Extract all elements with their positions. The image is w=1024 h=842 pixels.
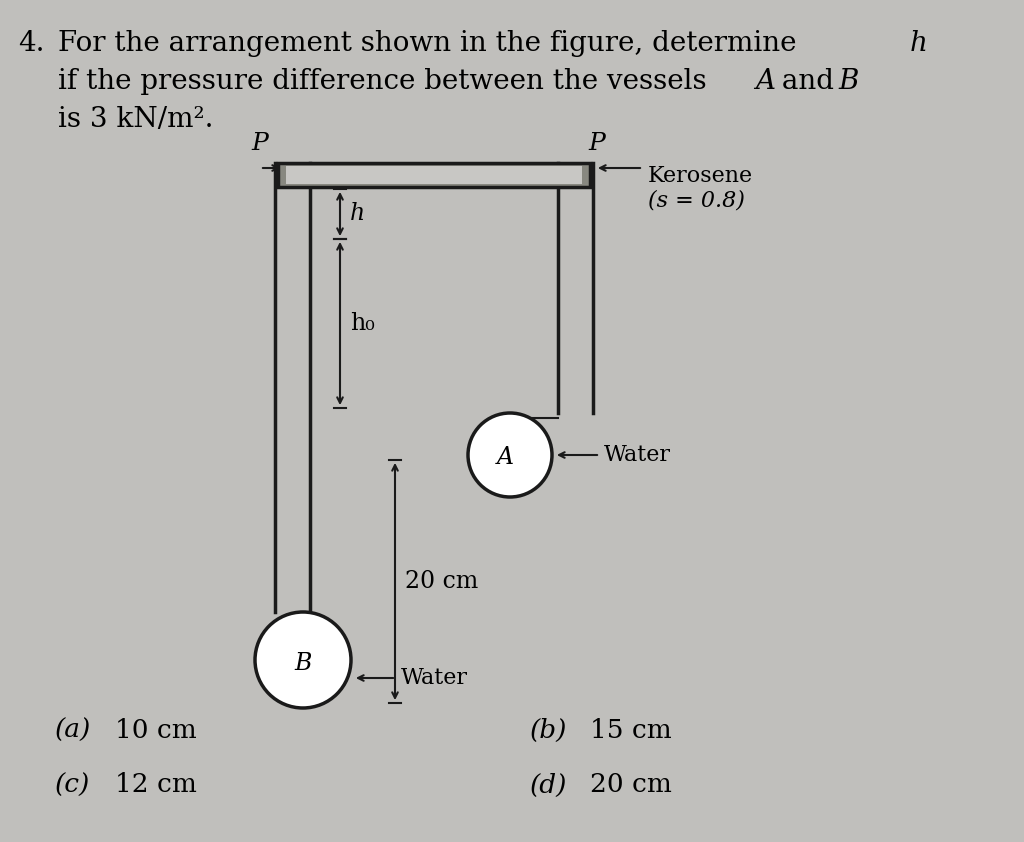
- Bar: [286, 166, 582, 184]
- Text: (d): (d): [530, 772, 567, 797]
- Text: 20 cm: 20 cm: [406, 570, 478, 593]
- Text: B: B: [838, 68, 858, 95]
- Circle shape: [468, 413, 552, 497]
- Text: A: A: [755, 68, 775, 95]
- Bar: [278, 163, 590, 187]
- Text: h: h: [910, 30, 928, 57]
- Text: Kerosene: Kerosene: [648, 165, 753, 187]
- Text: (b): (b): [530, 717, 567, 743]
- Text: h: h: [350, 202, 366, 226]
- Text: Water: Water: [604, 444, 671, 466]
- Text: P: P: [588, 132, 605, 155]
- Text: Water: Water: [401, 667, 468, 689]
- Text: 15 cm: 15 cm: [590, 717, 672, 743]
- Text: 4.: 4.: [18, 30, 44, 57]
- Text: For the arrangement shown in the figure, determine: For the arrangement shown in the figure,…: [58, 30, 805, 57]
- Text: 20 cm: 20 cm: [590, 772, 672, 797]
- Text: and: and: [773, 68, 843, 95]
- Text: 12 cm: 12 cm: [115, 772, 197, 797]
- Text: P: P: [251, 132, 268, 155]
- Text: if the pressure difference between the vessels: if the pressure difference between the v…: [58, 68, 716, 95]
- Text: (c): (c): [55, 772, 90, 797]
- Text: is 3 kN/m².: is 3 kN/m².: [58, 106, 213, 133]
- Text: h₀: h₀: [350, 312, 375, 335]
- Circle shape: [255, 612, 351, 708]
- Text: (a): (a): [55, 717, 91, 743]
- Text: 10 cm: 10 cm: [115, 717, 197, 743]
- Text: B: B: [294, 652, 311, 674]
- Text: (s = 0.8): (s = 0.8): [648, 189, 744, 211]
- Text: A: A: [497, 446, 513, 470]
